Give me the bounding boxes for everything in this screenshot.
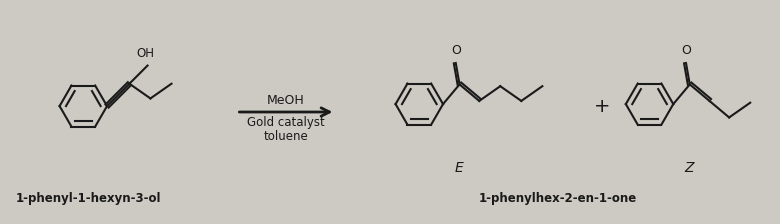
Text: 1-phenylhex-2-en-1-one: 1-phenylhex-2-en-1-one [478,192,636,205]
Text: O: O [451,44,461,57]
Text: E: E [455,162,463,175]
Text: Gold catalyst: Gold catalyst [247,116,324,129]
Text: toluene: toluene [264,130,308,143]
Text: MeOH: MeOH [267,94,305,107]
Text: O: O [681,44,691,57]
Text: +: + [594,97,611,116]
Text: 1-phenyl-1-hexyn-3-ol: 1-phenyl-1-hexyn-3-ol [16,192,161,205]
Text: OH: OH [136,47,154,60]
Text: Z: Z [684,162,694,175]
